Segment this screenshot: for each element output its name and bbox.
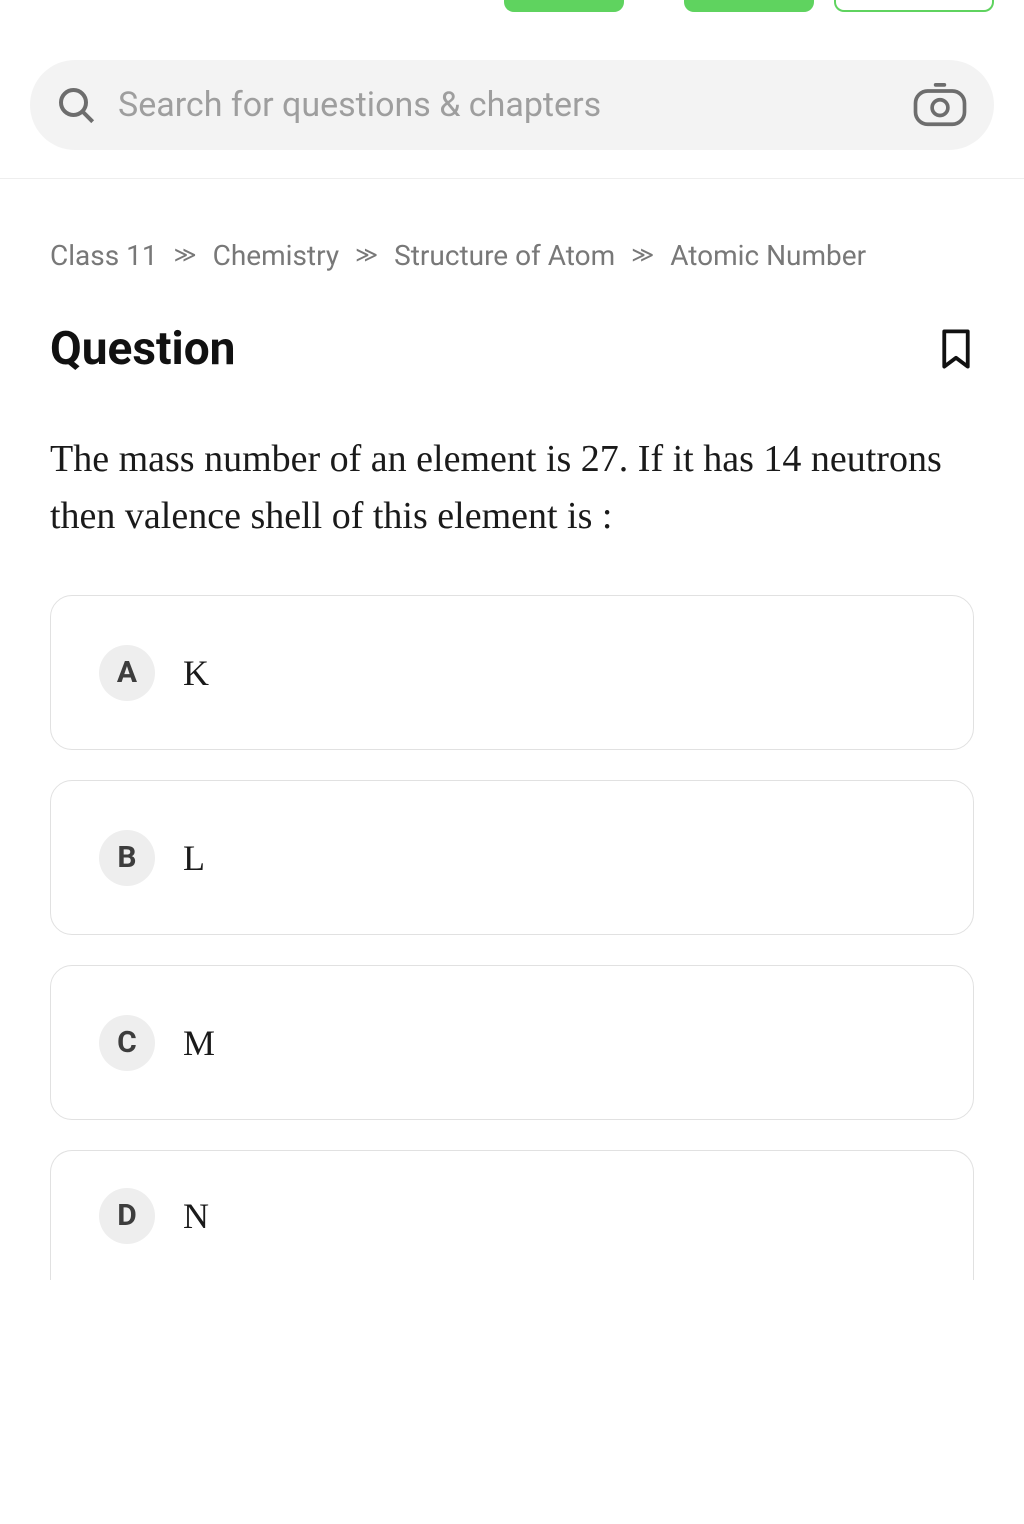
option-text: M <box>183 1022 215 1064</box>
option-a[interactable]: A K <box>50 595 974 750</box>
bookmark-icon[interactable] <box>938 327 974 371</box>
option-d[interactable]: D N <box>50 1150 974 1280</box>
option-letter: A <box>99 645 155 701</box>
nav-pill-2[interactable] <box>684 0 814 12</box>
nav-pill-outline[interactable] <box>834 0 994 12</box>
option-c[interactable]: C M <box>50 965 974 1120</box>
options-list: A K B L C M D N <box>50 595 974 1280</box>
option-letter: C <box>99 1015 155 1071</box>
search-input[interactable] <box>118 85 912 125</box>
chevron-right-icon: ≫ <box>355 243 378 268</box>
question-heading: Question <box>50 322 235 376</box>
breadcrumb-class[interactable]: Class 11 <box>50 239 158 272</box>
chevron-right-icon: ≫ <box>631 243 654 268</box>
nav-pill-1[interactable] <box>504 0 624 12</box>
search-bar[interactable] <box>30 60 994 150</box>
top-nav-buttons <box>30 0 994 40</box>
option-letter: B <box>99 830 155 886</box>
breadcrumb: Class 11 ≫ Chemistry ≫ Structure of Atom… <box>50 239 974 272</box>
chevron-right-icon: ≫ <box>174 243 197 268</box>
camera-icon[interactable] <box>912 81 968 129</box>
question-text: The mass number of an element is 27. If … <box>50 431 974 545</box>
breadcrumb-topic[interactable]: Atomic Number <box>670 239 866 272</box>
option-text: K <box>183 652 209 694</box>
option-text: L <box>183 837 205 879</box>
option-b[interactable]: B L <box>50 780 974 935</box>
breadcrumb-subject[interactable]: Chemistry <box>213 239 339 272</box>
option-letter: D <box>99 1188 155 1244</box>
search-icon <box>56 85 96 125</box>
option-text: N <box>183 1195 209 1237</box>
breadcrumb-chapter[interactable]: Structure of Atom <box>394 239 615 272</box>
